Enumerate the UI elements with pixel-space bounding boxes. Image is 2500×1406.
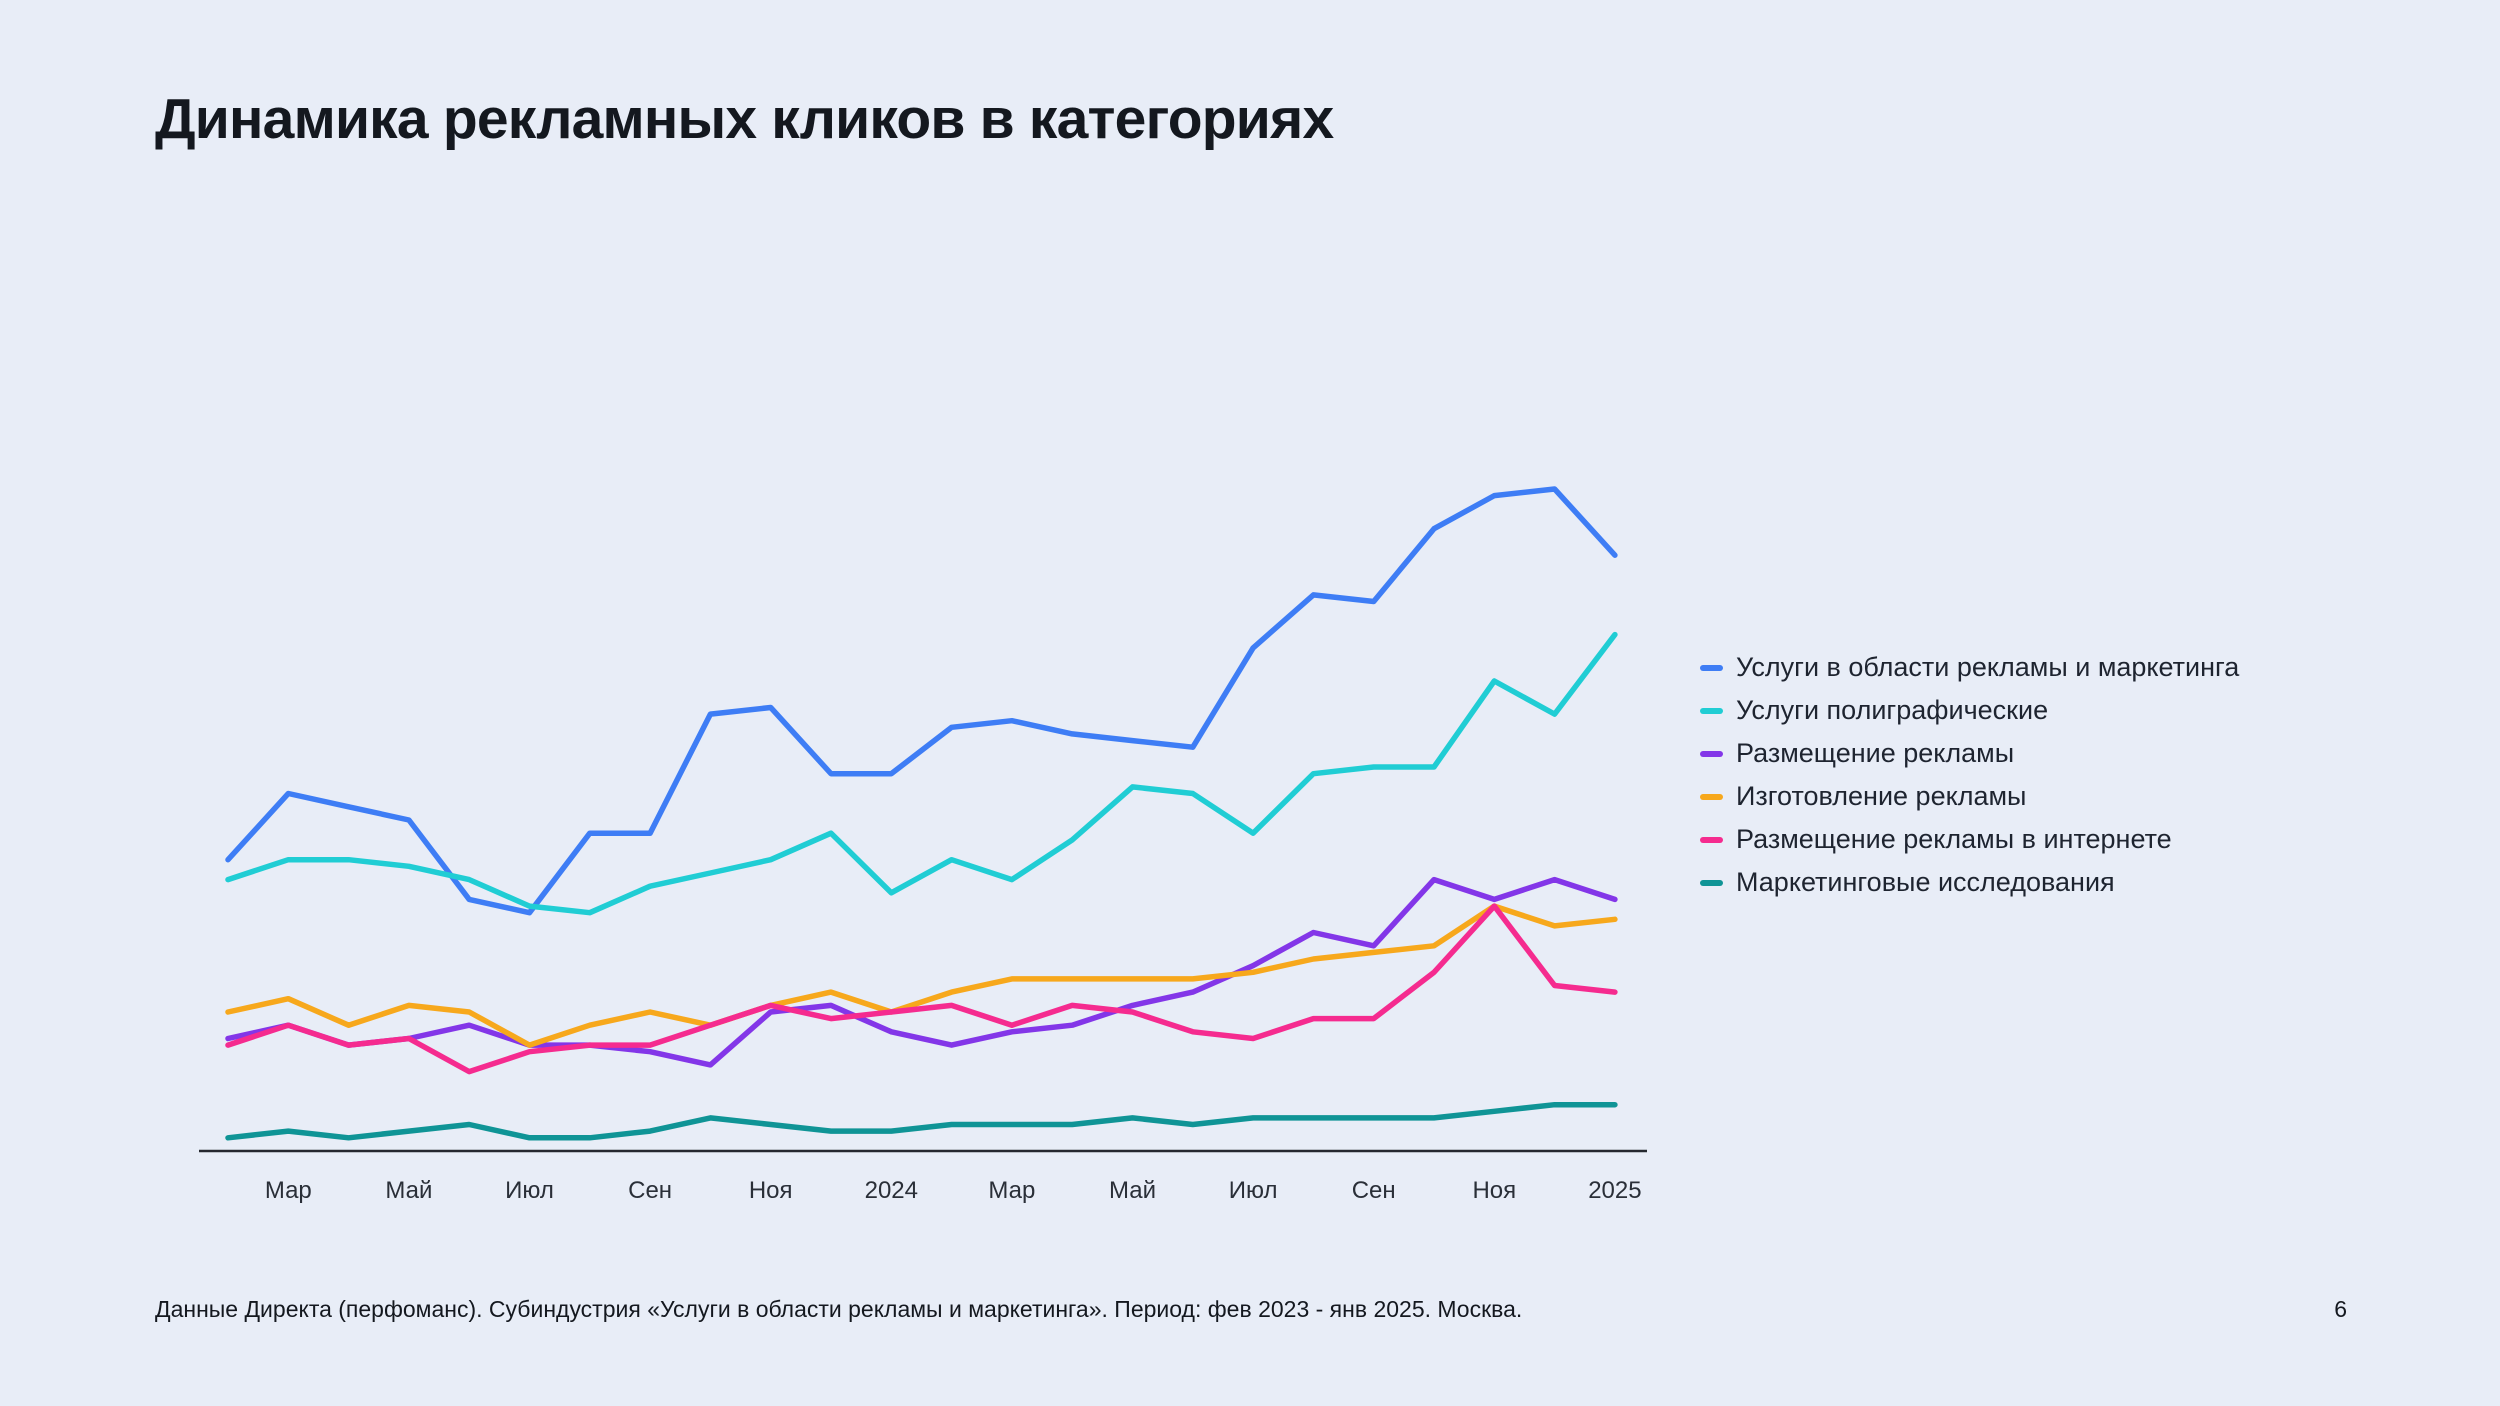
legend-marker <box>1700 836 1723 843</box>
legend-item: Маркетинговые исследования <box>1700 861 2239 904</box>
legend-label: Размещение рекламы <box>1736 738 2015 768</box>
footnote: Данные Директа (перфоманс). Субиндустрия… <box>155 1296 1523 1322</box>
page-title: Динамика рекламных кликов в категориях <box>155 87 1334 151</box>
legend-item: Размещение рекламы <box>1700 732 2239 775</box>
x-tick-label: Май <box>385 1177 432 1204</box>
chart-legend: Услуги в области рекламы и маркетинга Усл… <box>1700 646 2239 904</box>
footer: Данные Директа (перфоманс). Субиндустрия… <box>155 1296 2347 1323</box>
x-tick-label: Июл <box>1229 1177 1278 1204</box>
legend-item: Услуги в области рекламы и маркетинга <box>1700 646 2239 689</box>
legend-item: Размещение рекламы в интернете <box>1700 818 2239 861</box>
legend-label: Изготовление рекламы <box>1736 781 2027 811</box>
legend-label: Услуги полиграфические <box>1736 695 2049 725</box>
legend-item: Услуги полиграфические <box>1700 689 2239 732</box>
legend-item: Изготовление рекламы <box>1700 775 2239 818</box>
legend-marker <box>1700 750 1723 757</box>
line-chart: Мар Май Июл Сен Ноя 2024 Мар Май Июл Сен Ноя 2025 <box>195 450 1655 1230</box>
x-tick-label: 2025 <box>1588 1177 1641 1204</box>
x-tick-label: 2024 <box>865 1177 918 1204</box>
legend-marker <box>1700 793 1723 800</box>
series-line-4 <box>225 903 1618 1075</box>
x-tick-label: Июл <box>505 1177 554 1204</box>
x-tick-label: Мар <box>988 1177 1035 1204</box>
legend-label: Услуги в области рекламы и маркетинга <box>1736 652 2240 682</box>
legend-marker <box>1700 879 1723 886</box>
series-line-2 <box>225 876 1618 1068</box>
series-line-5 <box>225 1101 1618 1141</box>
x-tick-label: Ноя <box>749 1177 793 1204</box>
series-line-0 <box>225 486 1618 916</box>
legend-marker <box>1700 664 1723 671</box>
x-tick-label: Сен <box>628 1177 672 1204</box>
series-line-3 <box>225 903 1618 1048</box>
x-tick-label: Май <box>1109 1177 1156 1204</box>
page-number: 6 <box>2334 1296 2347 1322</box>
legend-label: Размещение рекламы в интернете <box>1736 824 2172 854</box>
x-tick-label: Мар <box>265 1177 312 1204</box>
chart-canvas: Мар Май Июл Сен Ноя 2024 Мар Май Июл Сен Ноя 2025 <box>199 486 1647 1204</box>
x-tick-label: Сен <box>1352 1177 1396 1204</box>
legend-marker <box>1700 707 1723 714</box>
legend-label: Маркетинговые исследования <box>1736 867 2115 897</box>
series-line-1 <box>225 631 1618 916</box>
x-tick-label: Ноя <box>1472 1177 1516 1204</box>
